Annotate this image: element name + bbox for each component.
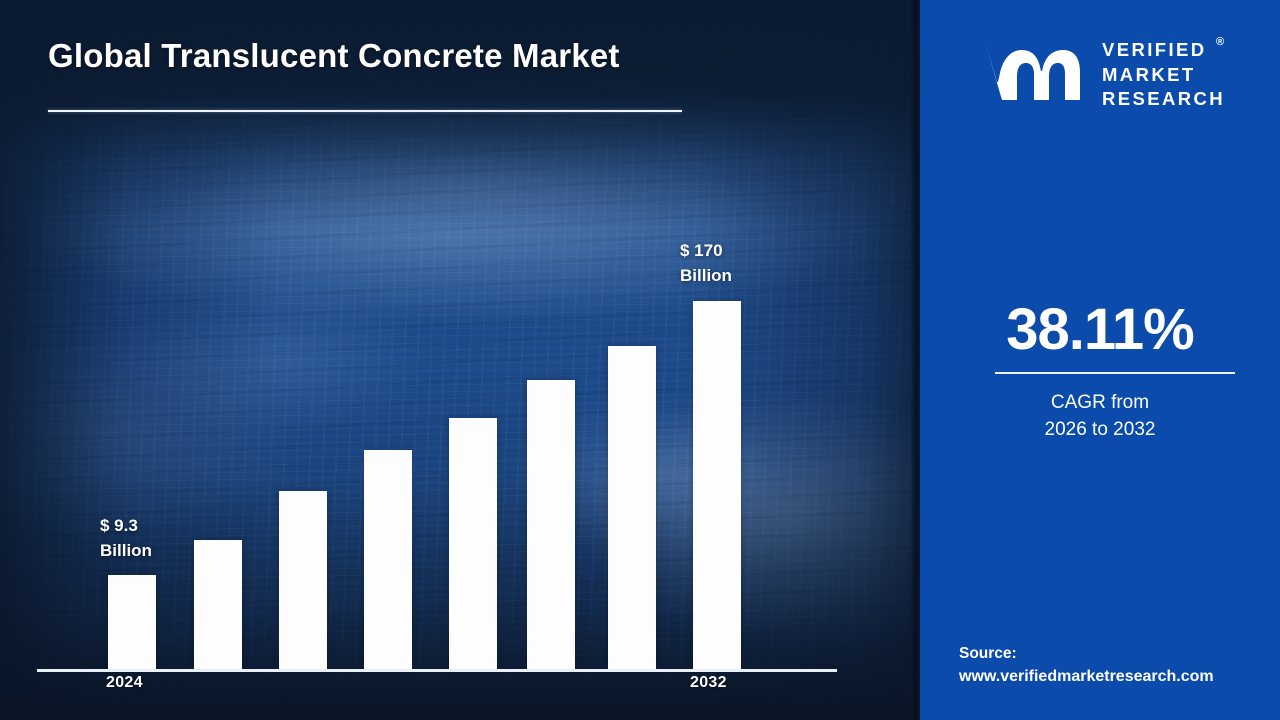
page-title: Global Translucent Concrete Market: [48, 37, 620, 74]
brand-name: VERIFIED MARKET RESEARCH: [1102, 38, 1252, 112]
bar-7: [608, 346, 656, 669]
bar-6: [527, 380, 575, 669]
bar-2: [194, 540, 242, 669]
title-block: Global Translucent Concrete Market: [48, 37, 748, 112]
bar-1: [108, 575, 156, 669]
x-axis-line: [37, 669, 837, 672]
bar-value-label-first: $ 9.3 Billion: [100, 516, 152, 560]
source-url[interactable]: www.verifiedmarketresearch.com: [959, 668, 1214, 686]
x-axis-tick-end: 2032: [690, 674, 727, 691]
bar-4: [364, 450, 412, 669]
bar-5: [449, 418, 497, 669]
cagr-divider: [995, 372, 1235, 374]
source-block: Source: www.verifiedmarketresearch.com: [959, 643, 1279, 689]
brand-name-line-1: VERIFIED: [1102, 39, 1207, 60]
chart-panel: Global Translucent Concrete Market $ 9.3…: [0, 0, 920, 720]
brand-panel: VERIFIED MARKET RESEARCH ® 38.11% CAGR f…: [920, 0, 1280, 720]
brand-name-line-2: MARKET: [1102, 63, 1196, 85]
source-label: Source:: [959, 645, 1017, 662]
bar-chart: $ 9.3 Billion $ 170 Billion 2024 2032: [37, 241, 837, 691]
bar-value-label-last: $ 170 Billion: [680, 241, 732, 285]
bar-8: [693, 301, 741, 669]
brand-logo[interactable]: VERIFIED MARKET RESEARCH ®: [950, 28, 1250, 114]
x-axis-tick-start: 2024: [106, 674, 143, 691]
bar-3: [279, 491, 327, 669]
cagr-caption: CAGR from 2026 to 2032: [1044, 392, 1156, 440]
title-divider: [48, 110, 682, 112]
registered-trademark-icon: ®: [1216, 36, 1225, 48]
panel-separator: [910, 0, 920, 720]
brand-name-line-3: RESEARCH: [1102, 88, 1226, 110]
cagr-value: 38.11%: [1006, 297, 1195, 362]
vmr-logo-icon: [969, 42, 1080, 100]
